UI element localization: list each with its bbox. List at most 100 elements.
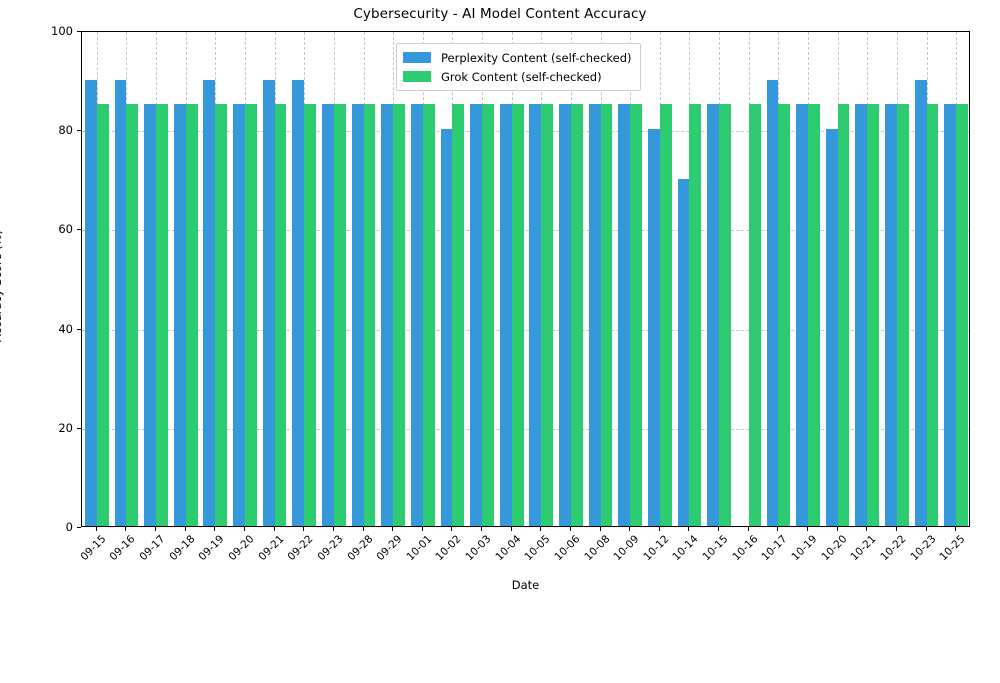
x-tick-mark	[718, 527, 720, 531]
bar	[203, 79, 216, 526]
x-tick-mark	[95, 527, 97, 531]
bar	[244, 104, 257, 526]
legend-swatch-grok	[403, 71, 431, 82]
bar	[126, 104, 139, 526]
x-tick-mark	[955, 527, 957, 531]
x-tick-mark	[510, 527, 512, 531]
bar	[422, 104, 435, 526]
bar	[410, 104, 423, 526]
bar	[114, 79, 127, 526]
x-tick-mark	[125, 527, 127, 531]
bar	[333, 104, 346, 526]
plot-area	[81, 31, 970, 527]
bar	[262, 79, 275, 526]
gridline-horizontal	[82, 131, 969, 133]
bar	[292, 79, 305, 526]
bar	[926, 104, 939, 526]
bar	[470, 104, 483, 526]
x-tick-mark	[599, 527, 601, 531]
bar	[707, 104, 720, 526]
bar	[766, 79, 779, 526]
y-tick-label: 40	[58, 321, 73, 336]
y-tick-mark	[77, 427, 81, 429]
y-axis-label: Accuracy Score (%)	[0, 230, 4, 342]
bar	[825, 129, 838, 526]
bar	[156, 104, 168, 526]
gridline-horizontal	[82, 428, 969, 430]
y-tick-label: 60	[58, 222, 73, 237]
bar	[956, 104, 969, 526]
y-tick-label: 0	[65, 520, 73, 534]
x-tick-mark	[895, 527, 897, 531]
bar	[855, 104, 868, 526]
bar	[796, 104, 808, 526]
x-tick-mark	[303, 527, 305, 531]
y-tick-mark	[77, 31, 81, 32]
x-tick-mark	[243, 527, 245, 531]
bar	[677, 178, 690, 526]
x-tick-mark	[866, 527, 868, 531]
bar	[647, 129, 660, 526]
bar	[659, 104, 672, 526]
legend-item: Perplexity Content (self-checked)	[403, 48, 632, 67]
y-tick-mark	[77, 527, 81, 528]
bar	[748, 104, 761, 526]
bar	[381, 104, 394, 526]
x-tick-mark	[214, 527, 216, 531]
x-tick-mark	[362, 527, 364, 531]
bar	[511, 104, 524, 526]
x-axis-label: Date	[511, 578, 540, 592]
x-tick-mark	[421, 527, 423, 531]
x-tick-mark	[688, 527, 690, 531]
bar	[689, 104, 702, 526]
bar	[393, 104, 405, 526]
bar	[351, 104, 364, 526]
bar	[274, 104, 287, 526]
x-tick-mark	[273, 527, 275, 531]
gridline-horizontal	[82, 329, 969, 331]
legend-label-perplexity: Perplexity Content (self-checked)	[441, 50, 632, 65]
bar	[600, 104, 613, 526]
bar	[944, 104, 957, 526]
bar	[96, 104, 109, 526]
bar	[885, 104, 897, 526]
bar	[144, 104, 157, 526]
legend-item: Grok Content (self-checked)	[403, 67, 632, 86]
y-tick-mark	[77, 130, 81, 132]
bar	[914, 79, 927, 526]
x-tick-mark	[658, 527, 660, 531]
x-tick-mark	[629, 527, 631, 531]
bar	[440, 129, 453, 526]
bar	[570, 104, 583, 526]
x-tick-mark	[332, 527, 334, 531]
bar	[529, 104, 542, 526]
bar	[541, 104, 554, 526]
x-tick-mark	[807, 527, 809, 531]
y-tick-label: 80	[58, 123, 73, 138]
x-tick-mark	[481, 527, 483, 531]
x-tick-mark	[925, 527, 927, 531]
x-tick-mark	[777, 527, 779, 531]
bar	[215, 104, 228, 526]
legend-label-grok: Grok Content (self-checked)	[441, 69, 602, 84]
bar	[896, 104, 909, 526]
bar	[84, 79, 97, 526]
bar	[452, 104, 465, 526]
chart-figure: Cybersecurity - AI Model Content Accurac…	[0, 6, 970, 592]
chart-legend: Perplexity Content (self-checked) Grok C…	[396, 43, 641, 91]
y-tick-label: 100	[51, 24, 73, 38]
bar	[185, 104, 198, 526]
bar	[618, 104, 631, 526]
x-tick-mark	[569, 527, 571, 531]
y-tick-label: 20	[58, 420, 73, 435]
chart-title: Cybersecurity - AI Model Content Accurac…	[353, 6, 647, 22]
bar	[233, 104, 245, 526]
bar	[588, 104, 601, 526]
legend-swatch-perplexity	[403, 52, 431, 63]
gridline-horizontal	[82, 230, 969, 232]
bar	[719, 104, 731, 526]
bar	[322, 104, 334, 526]
bar	[482, 104, 494, 526]
y-tick-mark	[77, 229, 81, 231]
x-tick-mark	[155, 527, 157, 531]
